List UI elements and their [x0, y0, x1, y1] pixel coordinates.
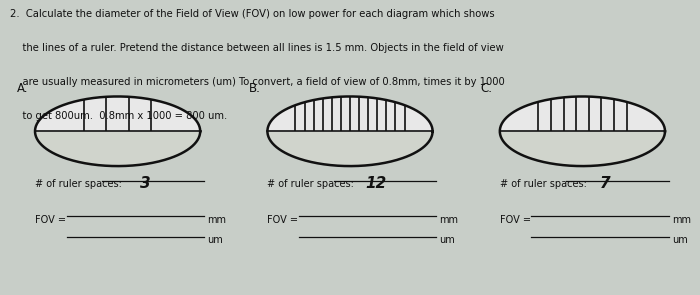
- Text: 2.  Calculate the diameter of the Field of View (FOV) on low power for each diag: 2. Calculate the diameter of the Field o…: [10, 9, 495, 19]
- Text: # of ruler spaces:: # of ruler spaces:: [500, 179, 587, 189]
- Text: to get 800um.  0.8mm x 1000 = 800 um.: to get 800um. 0.8mm x 1000 = 800 um.: [10, 111, 228, 121]
- Text: 7: 7: [600, 176, 610, 191]
- Text: are usually measured in micrometers (um) To convert, a field of view of 0.8mm, t: are usually measured in micrometers (um)…: [10, 77, 505, 87]
- Polygon shape: [35, 131, 200, 166]
- Text: FOV =: FOV =: [500, 215, 531, 225]
- Text: 12: 12: [365, 176, 386, 191]
- Text: # of ruler spaces:: # of ruler spaces:: [267, 179, 354, 189]
- Polygon shape: [267, 96, 433, 131]
- Text: um: um: [672, 235, 687, 245]
- Text: um: um: [440, 235, 456, 245]
- Text: C.: C.: [481, 82, 493, 95]
- Text: mm: mm: [207, 215, 226, 225]
- Polygon shape: [500, 96, 665, 131]
- Polygon shape: [35, 96, 200, 131]
- Text: mm: mm: [672, 215, 691, 225]
- Text: um: um: [207, 235, 223, 245]
- Text: FOV =: FOV =: [35, 215, 66, 225]
- Text: A.: A.: [17, 82, 28, 95]
- Text: FOV =: FOV =: [267, 215, 298, 225]
- Text: B.: B.: [248, 82, 260, 95]
- Polygon shape: [500, 131, 665, 166]
- Text: the lines of a ruler. Pretend the distance between all lines is 1.5 mm. Objects : the lines of a ruler. Pretend the distan…: [10, 43, 504, 53]
- Text: 3: 3: [140, 176, 150, 191]
- Text: # of ruler spaces:: # of ruler spaces:: [35, 179, 122, 189]
- Text: mm: mm: [440, 215, 459, 225]
- Polygon shape: [267, 131, 433, 166]
